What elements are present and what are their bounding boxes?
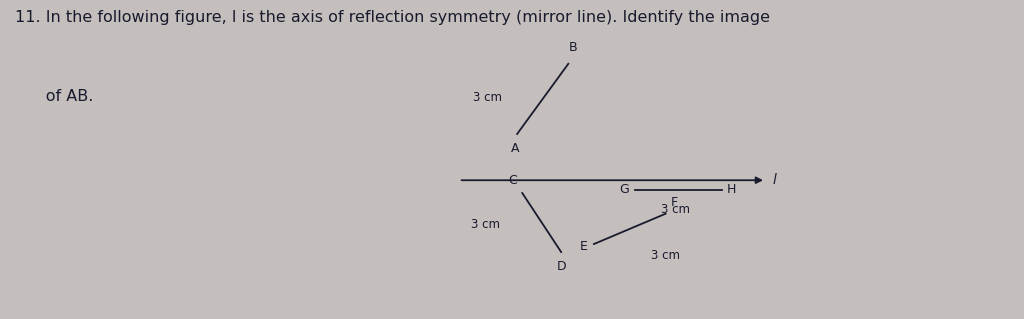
Text: H: H xyxy=(727,183,736,196)
Text: F: F xyxy=(671,196,678,209)
Text: C: C xyxy=(508,174,517,187)
Text: 11. In the following figure, l is the axis of reflection symmetry (mirror line).: 11. In the following figure, l is the ax… xyxy=(15,10,770,25)
Text: A: A xyxy=(511,142,519,155)
Text: 3 cm: 3 cm xyxy=(471,219,500,231)
Text: G: G xyxy=(618,183,629,196)
Text: E: E xyxy=(580,240,588,253)
Text: 3 cm: 3 cm xyxy=(662,203,690,216)
Text: l: l xyxy=(772,173,776,187)
Text: D: D xyxy=(556,260,566,273)
Text: B: B xyxy=(569,41,578,54)
Text: 3 cm: 3 cm xyxy=(651,249,680,262)
Text: of AB.: of AB. xyxy=(15,89,94,104)
Text: 3 cm: 3 cm xyxy=(473,91,502,104)
